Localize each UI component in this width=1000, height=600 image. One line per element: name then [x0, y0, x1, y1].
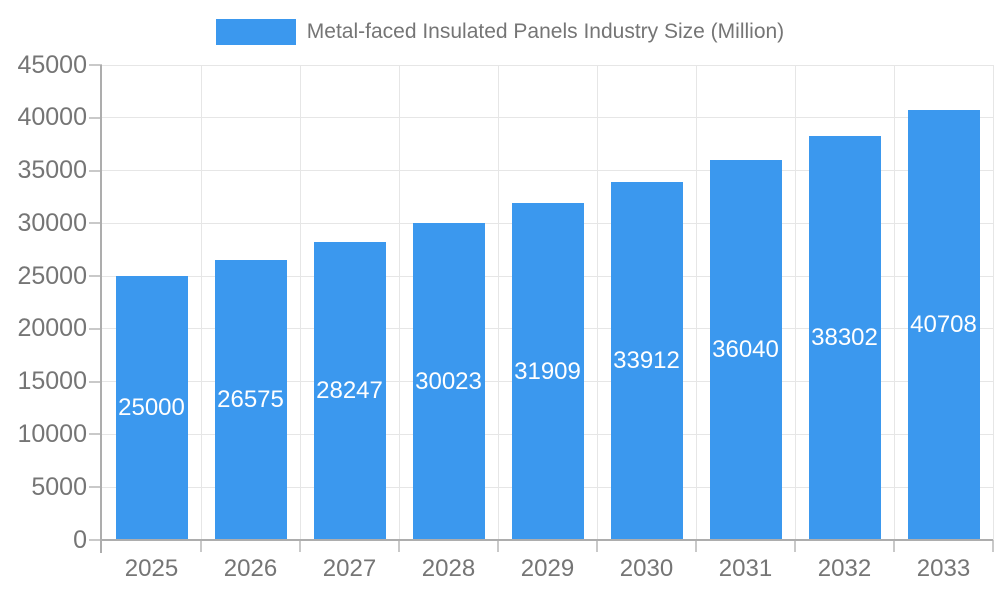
y-axis-label: 10000	[17, 419, 87, 448]
x-axis-tick	[596, 540, 598, 552]
h-gridline	[102, 64, 993, 66]
x-axis-label: 2031	[718, 555, 773, 582]
v-gridline	[299, 65, 301, 540]
legend: Metal-faced Insulated Panels Industry Si…	[0, 18, 1000, 46]
x-axis-label: 2025	[124, 555, 179, 582]
bar-value-label: 38302	[811, 323, 878, 351]
v-gridline	[398, 65, 400, 540]
bar-value-label: 26575	[217, 385, 284, 413]
bar-2028: 30023	[412, 223, 485, 540]
y-axis-tick	[89, 380, 102, 383]
y-axis-label: 30000	[17, 208, 87, 237]
legend-swatch	[215, 19, 296, 45]
bar-value-label: 28247	[316, 376, 383, 404]
y-axis-label: 0	[73, 525, 87, 554]
x-axis-label: 2032	[817, 555, 872, 582]
y-axis-label: 45000	[17, 50, 87, 79]
y-axis-tick	[89, 116, 102, 119]
x-axis-label: 2029	[520, 555, 575, 582]
bar-2032: 38302	[808, 135, 881, 540]
x-axis-tick	[200, 540, 202, 552]
x-axis-tick	[695, 540, 697, 552]
x-axis-tick	[893, 540, 895, 552]
bar-value-label: 25000	[118, 394, 185, 422]
bar-2029: 31909	[511, 203, 584, 540]
x-axis-tick	[398, 540, 400, 552]
x-axis-label: 2026	[223, 555, 278, 582]
y-axis-tick	[89, 169, 102, 172]
y-axis-tick	[89, 64, 102, 66]
x-axis-tick	[299, 540, 301, 552]
bar-value-label: 33912	[613, 347, 680, 375]
y-axis-label: 35000	[17, 156, 87, 185]
y-axis-tick	[89, 433, 102, 436]
y-axis-tick	[89, 486, 102, 489]
v-gridline	[497, 65, 499, 540]
v-gridline	[794, 65, 796, 540]
y-axis-label: 40000	[17, 103, 87, 132]
v-gridline	[596, 65, 598, 540]
v-gridline	[992, 65, 994, 540]
y-axis-tick	[89, 539, 102, 541]
bar-2033: 40708	[907, 110, 980, 540]
bar-value-label: 40708	[910, 311, 977, 339]
y-axis-tick	[89, 275, 102, 278]
x-axis-label: 2030	[619, 555, 674, 582]
bar-2026: 26575	[214, 259, 287, 540]
bar-value-label: 31909	[514, 357, 581, 385]
y-axis-label: 15000	[17, 367, 87, 396]
legend-label: Metal-faced Insulated Panels Industry Si…	[306, 20, 785, 43]
x-axis-tick	[794, 540, 796, 552]
v-gridline	[695, 65, 697, 540]
v-gridline	[200, 65, 202, 540]
h-gridline	[102, 170, 993, 172]
y-axis-line	[100, 65, 102, 553]
y-axis-label: 25000	[17, 261, 87, 290]
x-axis-label: 2027	[322, 555, 377, 582]
bar-2031: 36040	[709, 159, 782, 540]
y-axis-label: 20000	[17, 314, 87, 343]
y-axis-label: 5000	[31, 472, 87, 501]
x-axis-tick	[992, 540, 994, 552]
y-axis-tick	[89, 222, 102, 225]
plot-area: 0 5000 10000 15000 20000 25000 30000 35000 40000…	[17, 52, 994, 582]
y-axis-tick	[89, 327, 102, 330]
x-axis-line	[100, 539, 993, 541]
x-axis-tick	[497, 540, 499, 552]
bar-2025: 25000	[115, 276, 188, 540]
x-axis-label: 2033	[916, 555, 971, 582]
v-gridline	[893, 65, 895, 540]
bar-value-label: 36040	[712, 335, 779, 363]
bar-value-label: 30023	[415, 367, 482, 395]
h-gridline	[102, 117, 993, 119]
bar-2030: 33912	[610, 182, 683, 540]
x-axis-label: 2028	[421, 555, 476, 582]
bar-2027: 28247	[313, 241, 386, 540]
